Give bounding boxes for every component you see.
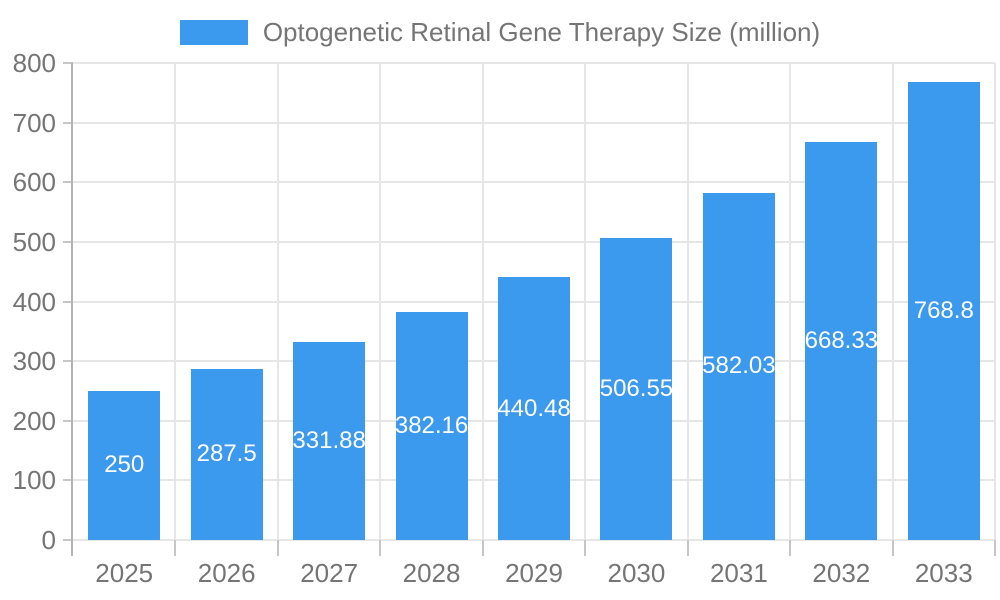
bar-value-2032: 668.33 xyxy=(804,326,879,354)
y-label-200: 200 xyxy=(12,405,56,436)
bar-2031[interactable]: 582.03 xyxy=(702,192,776,540)
x-label-2029: 2029 xyxy=(505,558,563,588)
y-label-400: 400 xyxy=(12,286,56,317)
gridline-v-2 xyxy=(276,63,279,540)
y-tick-600 xyxy=(63,181,73,184)
gridline-h-500 xyxy=(73,240,995,243)
bar-2025[interactable]: 250 xyxy=(88,390,161,540)
bar-2033[interactable]: 768.8 xyxy=(907,81,980,540)
gridline-v-1 xyxy=(174,63,177,540)
legend-label: Optogenetic Retinal Gene Therapy Size (m… xyxy=(262,16,821,47)
x-tick-6 xyxy=(686,540,689,556)
x-tick-1 xyxy=(174,540,177,556)
x-label-2028: 2028 xyxy=(402,558,461,588)
x-label-2033: 2033 xyxy=(914,558,973,588)
y-tick-200 xyxy=(63,419,73,422)
bar-2030[interactable]: 506.55 xyxy=(599,237,674,540)
gridline-h-0 xyxy=(73,539,995,541)
x-label-2027: 2027 xyxy=(300,558,359,588)
legend-swatch xyxy=(179,19,248,45)
x-tick-4 xyxy=(481,540,484,556)
gridline-v-7 xyxy=(789,63,792,540)
bar-value-2028: 382.16 xyxy=(394,412,469,440)
y-label-700: 700 xyxy=(12,107,56,138)
y-tick-800 xyxy=(63,62,73,64)
bar-value-2033: 768.8 xyxy=(913,296,974,324)
y-label-600: 600 xyxy=(12,167,56,198)
bar-2028[interactable]: 382.16 xyxy=(394,312,469,540)
bar-value-2025: 250 xyxy=(104,451,145,479)
bar-value-2030: 506.55 xyxy=(599,374,674,402)
gridline-h-700 xyxy=(73,121,995,124)
bar-value-2031: 582.03 xyxy=(702,352,776,380)
y-label-100: 100 xyxy=(12,465,56,496)
y-label-300: 300 xyxy=(12,346,56,377)
gridline-v-5 xyxy=(584,63,587,540)
bar-value-2029: 440.48 xyxy=(497,394,571,422)
bar-2029[interactable]: 440.48 xyxy=(497,277,571,540)
y-tick-700 xyxy=(63,121,73,124)
x-tick-9 xyxy=(994,540,996,556)
y-label-500: 500 xyxy=(12,226,56,257)
legend-item[interactable]: Optogenetic Retinal Gene Therapy Size (m… xyxy=(0,16,1000,48)
y-tick-400 xyxy=(63,300,73,303)
x-label-2030: 2030 xyxy=(607,558,666,588)
y-tick-0 xyxy=(63,539,73,541)
y-axis-line xyxy=(71,63,73,556)
x-label-2032: 2032 xyxy=(812,558,871,588)
bar-value-2027: 331.88 xyxy=(292,427,366,455)
x-tick-5 xyxy=(584,540,587,556)
bar-2026[interactable]: 287.5 xyxy=(190,368,263,540)
x-label-2026: 2026 xyxy=(197,558,256,588)
x-tick-2 xyxy=(276,540,279,556)
bar-2027[interactable]: 331.88 xyxy=(292,342,366,540)
gridline-h-800 xyxy=(73,62,995,64)
y-label-0: 0 xyxy=(41,525,56,555)
y-label-800: 800 xyxy=(12,48,56,78)
gridline-v-4 xyxy=(481,63,484,540)
y-tick-300 xyxy=(63,360,73,363)
x-label-2031: 2031 xyxy=(709,558,768,588)
x-tick-8 xyxy=(891,540,894,556)
gridline-v-9 xyxy=(994,63,996,540)
gridline-v-8 xyxy=(891,63,894,540)
gridline-v-3 xyxy=(379,63,382,540)
x-label-2025: 2025 xyxy=(95,558,154,588)
gridline-v-6 xyxy=(686,63,689,540)
x-tick-3 xyxy=(379,540,382,556)
x-tick-7 xyxy=(789,540,792,556)
y-tick-500 xyxy=(63,240,73,243)
bar-2032[interactable]: 668.33 xyxy=(804,141,879,540)
bar-value-2026: 287.5 xyxy=(196,440,257,468)
y-tick-100 xyxy=(63,479,73,482)
gridline-h-600 xyxy=(73,181,995,184)
